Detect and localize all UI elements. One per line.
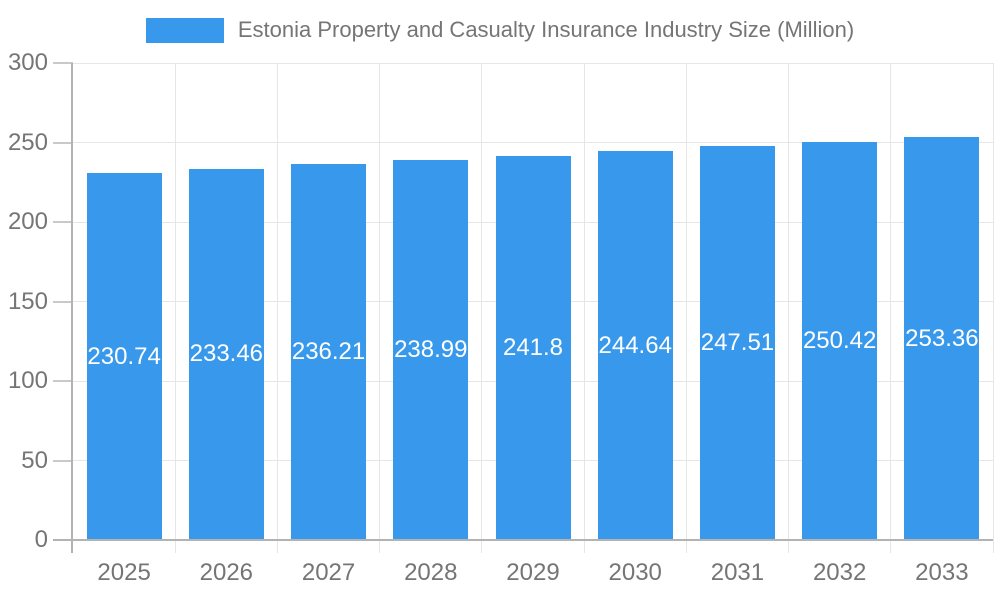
x-axis-label: 2025 xyxy=(97,559,151,586)
gridline-horizontal xyxy=(73,62,993,64)
bar-value-label: 236.21 xyxy=(291,338,366,366)
legend-swatch xyxy=(145,17,224,43)
bar-value-label: 253.36 xyxy=(905,324,979,352)
gridline-vertical xyxy=(685,63,687,540)
x-axis-label: 2032 xyxy=(812,559,867,586)
x-axis-tick xyxy=(379,540,381,553)
bar-value-label: 233.46 xyxy=(189,340,264,368)
x-axis-label: 2030 xyxy=(608,559,662,586)
x-axis-label: 2031 xyxy=(710,559,765,586)
y-axis-tick xyxy=(53,300,73,303)
y-axis-label: 150 xyxy=(7,287,48,315)
y-axis-label: 50 xyxy=(21,446,48,474)
x-axis-tick xyxy=(788,540,790,553)
legend-title: Estonia Property and Casualty Insurance … xyxy=(237,17,855,42)
bar-value-label: 238.99 xyxy=(394,335,468,363)
y-axis-tick xyxy=(53,62,73,64)
gridline-vertical xyxy=(276,63,278,540)
x-axis-label: 2028 xyxy=(404,559,458,586)
bar-value-label: 247.51 xyxy=(700,329,775,357)
x-axis-tick xyxy=(276,540,278,553)
bar[interactable]: 233.46 xyxy=(188,168,264,540)
x-axis-label: 2029 xyxy=(506,559,560,586)
x-axis-tick xyxy=(481,540,483,553)
x-axis-tick xyxy=(685,540,687,553)
y-axis-label: 100 xyxy=(7,367,48,394)
bar[interactable]: 241.8 xyxy=(495,155,571,540)
gridline-vertical xyxy=(379,63,381,540)
bar[interactable]: 236.21 xyxy=(291,164,367,540)
x-axis-tick xyxy=(174,540,176,553)
bar[interactable]: 247.51 xyxy=(699,146,775,540)
bar-value-label: 244.64 xyxy=(598,331,672,359)
legend[interactable]: Estonia Property and Casualty Insurance … xyxy=(0,0,1000,60)
bar-value-label: 230.74 xyxy=(87,342,161,370)
x-axis-tick xyxy=(992,540,994,553)
y-axis-label: 300 xyxy=(7,49,48,76)
gridline-vertical xyxy=(583,63,585,540)
gridline-vertical xyxy=(992,63,994,540)
y-axis-line xyxy=(71,63,73,553)
x-axis-label: 2033 xyxy=(915,559,969,586)
gridline-vertical xyxy=(890,63,892,540)
y-axis-label: 250 xyxy=(7,128,48,156)
y-axis-tick xyxy=(53,380,73,382)
x-axis-tick xyxy=(583,540,585,553)
gridline-vertical xyxy=(481,63,483,540)
bar-value-label: 241.8 xyxy=(502,333,564,361)
x-axis-line xyxy=(53,539,993,541)
bar[interactable]: 238.99 xyxy=(393,160,469,540)
x-axis-label: 2026 xyxy=(199,559,254,586)
bar[interactable]: 230.74 xyxy=(86,173,162,540)
y-axis-label: 200 xyxy=(7,208,48,235)
x-axis-label: 2027 xyxy=(301,559,356,586)
x-axis-tick xyxy=(890,540,892,553)
gridline-vertical xyxy=(174,63,176,540)
gridline-vertical xyxy=(788,63,790,540)
y-axis-tick xyxy=(53,141,73,144)
y-axis-tick xyxy=(53,221,73,223)
bar[interactable]: 244.64 xyxy=(597,151,673,540)
bar-value-label: 250.42 xyxy=(802,326,877,354)
bar[interactable]: 253.36 xyxy=(904,137,980,540)
y-axis-label: 0 xyxy=(34,526,48,553)
gridline-horizontal xyxy=(73,142,993,143)
bar[interactable]: 250.42 xyxy=(802,141,878,540)
y-axis-tick xyxy=(53,459,73,462)
